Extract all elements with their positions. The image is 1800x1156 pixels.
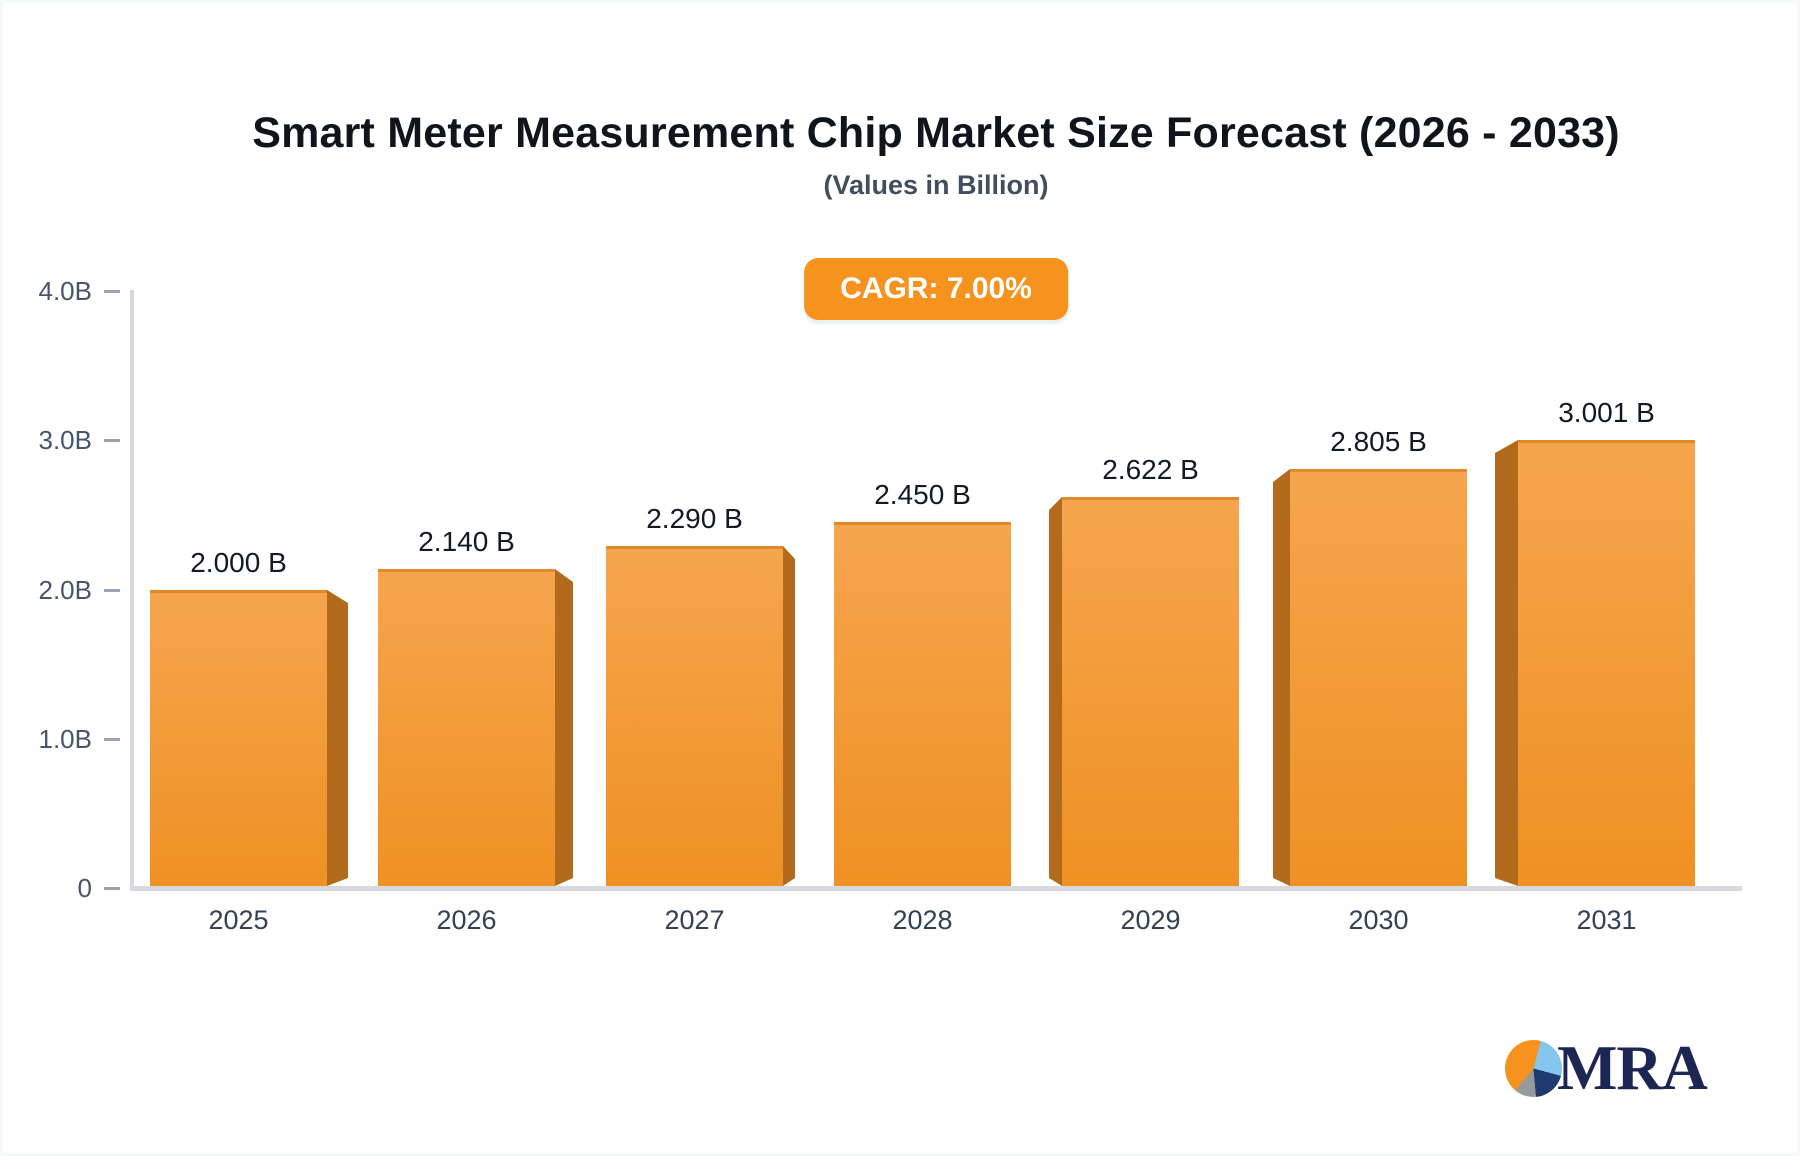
bar-2028	[834, 522, 1011, 886]
bar-value-label-2027: 2.290 B	[646, 503, 743, 534]
bar-value-label-2025: 2.000 B	[190, 547, 287, 578]
logo-text: MRA	[1557, 1032, 1708, 1103]
bar-2025	[150, 590, 327, 886]
x-tick-label-2027: 2027	[664, 905, 725, 935]
x-tick-label-2026: 2026	[436, 905, 497, 935]
bar-side-2025	[327, 590, 348, 886]
bar-value-label-2028: 2.450 B	[874, 479, 971, 510]
y-tick-label-4.0B: 4.0B	[38, 276, 93, 306]
cagr-badge: CAGR: 7.00%	[804, 258, 1068, 320]
bar-2026	[378, 569, 555, 886]
bar-value-label-2026: 2.140 B	[418, 526, 515, 557]
x-tick-label-2031: 2031	[1576, 905, 1637, 935]
y-tick-dash	[104, 290, 120, 293]
x-tick-label-2028: 2028	[892, 905, 953, 935]
y-tick-dash	[104, 737, 120, 741]
bar-side-2030	[1273, 469, 1290, 886]
x-tick-label-2025: 2025	[208, 905, 269, 935]
bar-2029	[1062, 497, 1239, 886]
bar-value-label-2030: 2.805 B	[1330, 426, 1427, 457]
bar-side-2026	[555, 569, 573, 886]
bar-2031	[1518, 440, 1695, 886]
y-tick-label-2.0B: 2.0B	[38, 574, 93, 605]
x-tick-label-2029: 2029	[1120, 905, 1181, 935]
y-tick-label-1.0B: 1.0B	[38, 723, 93, 754]
chart-subtitle: (Values in Billion)	[823, 170, 1049, 200]
y-tick-dash	[104, 439, 120, 443]
mra-logo: MRA	[1505, 1032, 1708, 1103]
pie-chart-logo-icon	[1505, 1039, 1562, 1097]
bar-value-label-2029: 2.622 B	[1102, 454, 1199, 485]
y-axis-line	[130, 290, 134, 891]
bar-side-2029	[1049, 497, 1062, 886]
x-axis-line	[130, 886, 1742, 891]
y-tick-dash	[104, 588, 120, 592]
x-tick-label-2030: 2030	[1348, 905, 1409, 935]
bar-side-2031	[1495, 440, 1518, 886]
chart-title: Smart Meter Measurement Chip Market Size…	[252, 109, 1620, 157]
bar-value-label-2031: 3.001 B	[1558, 397, 1655, 428]
bar-2027	[606, 546, 783, 886]
bar-2030	[1290, 469, 1467, 886]
y-tick-label-3.0B: 3.0B	[38, 425, 93, 456]
y-tick-dash	[104, 887, 120, 890]
bar-side-2027	[783, 546, 795, 886]
y-tick-label-0: 0	[77, 873, 92, 903]
